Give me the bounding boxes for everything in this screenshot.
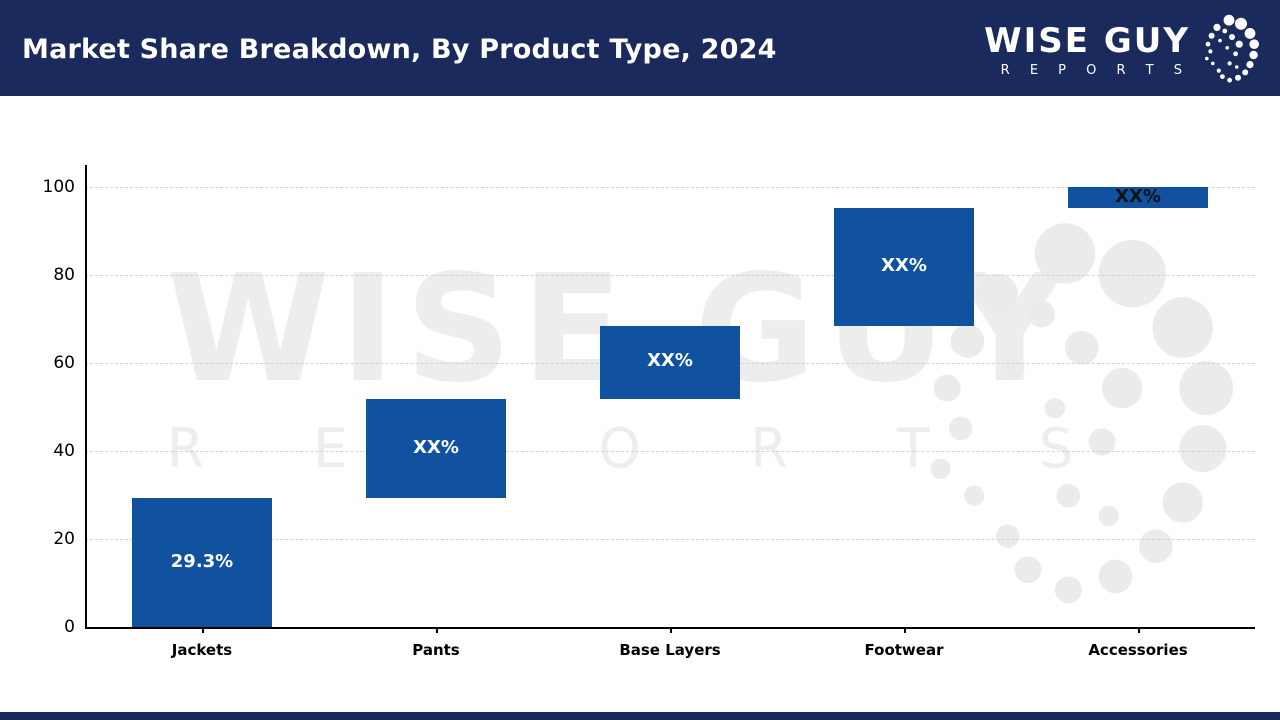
bar-label-pants: XX% — [413, 436, 459, 458]
head-dots-icon — [1205, 14, 1259, 83]
bar-label-accessories: XX% — [1115, 185, 1161, 207]
xtick-jackets — [202, 627, 204, 633]
y-axis-line — [85, 165, 87, 627]
ytick-label-60: 60 — [53, 353, 75, 373]
bar-accessories — [1068, 187, 1208, 209]
brand-logo: WISE GUY R E P O R T S — [984, 8, 1262, 90]
bar-base-layers — [600, 325, 740, 400]
gridline-40 — [85, 451, 1255, 452]
category-label-pants: Pants — [412, 641, 460, 659]
watermark-line2: R E P O R T S — [166, 417, 1120, 480]
xtick-footwear — [904, 627, 906, 633]
bar-label-jackets: 29.3% — [170, 550, 234, 572]
bar-label-footwear: XX% — [881, 254, 927, 276]
page-title: Market Share Breakdown, By Product Type,… — [22, 34, 777, 65]
category-label-jackets: Jackets — [171, 641, 233, 659]
ytick-label-40: 40 — [53, 441, 75, 461]
xtick-pants — [436, 627, 438, 633]
brand-name: WISE GUY — [984, 20, 1190, 61]
ytick-label-100: 100 — [42, 177, 75, 197]
ytick-label-0: 0 — [64, 617, 75, 637]
gridline-100 — [85, 187, 1255, 188]
gridline-20 — [85, 539, 1255, 540]
ytick-label-20: 20 — [53, 529, 75, 549]
gridline-80 — [85, 275, 1255, 276]
bar-footwear — [834, 208, 974, 326]
bar-pants — [366, 399, 506, 499]
category-label-footwear: Footwear — [864, 641, 944, 659]
ytick-label-80: 80 — [53, 265, 75, 285]
header-bar: Market Share Breakdown, By Product Type,… — [0, 0, 1280, 96]
brand-subname: R E P O R T S — [1000, 62, 1190, 78]
category-label-base-layers: Base Layers — [619, 641, 721, 659]
category-label-accessories: Accessories — [1088, 641, 1188, 659]
xtick-base-layers — [670, 627, 672, 633]
brand-logo-text: WISE GUY R E P O R T S — [984, 21, 1190, 78]
bar-jackets — [132, 498, 272, 627]
footer-accent-bar — [0, 712, 1280, 720]
xtick-accessories — [1138, 627, 1140, 633]
bar-label-base-layers: XX% — [647, 350, 693, 372]
